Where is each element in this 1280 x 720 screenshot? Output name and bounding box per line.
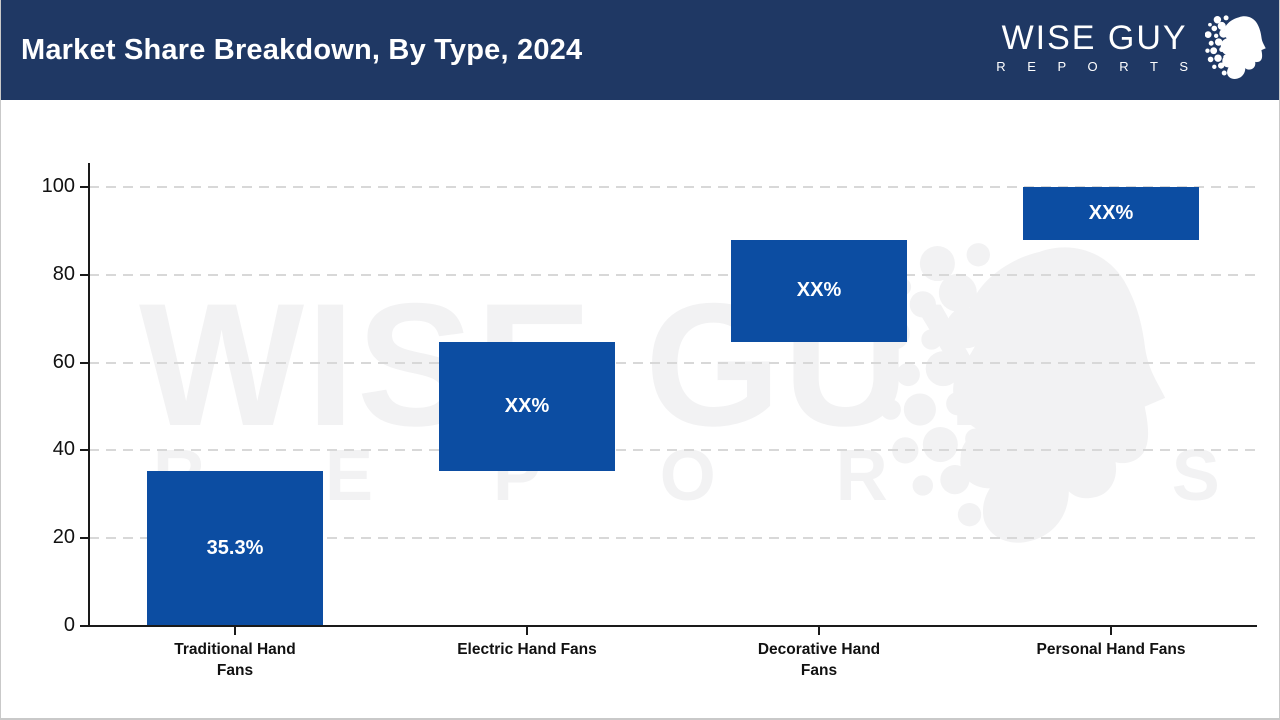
gridline [89,361,1257,364]
y-axis-tick-label: 60 [52,350,75,373]
y-axis-tick-label: 0 [63,614,75,636]
header-bar: Market Share Breakdown, By Type, 2024 WI… [1,0,1279,100]
bar-segment: XX% [439,341,615,472]
logo-wordmark: WISE GUY [1001,18,1188,57]
y-axis-tick [80,186,88,188]
x-axis-category-label: Personal Hand Fans [1036,641,1186,658]
logo-head-icon [1205,15,1266,80]
x-axis-category-label: Electric Hand Fans [457,641,597,658]
y-axis-tick [80,449,88,452]
y-axis-tick-label: 100 [41,175,75,197]
gridline [89,273,1257,276]
brand-logo: WISE GUY R E P O R T S [992,6,1267,88]
bar-value-label: XX% [796,279,842,302]
y-axis-tick-label: 80 [52,262,75,285]
bar-segment: XX% [1023,187,1199,240]
bar-value-label: 35.3% [206,537,264,559]
x-axis-tick [818,627,820,635]
y-axis-tick [80,361,88,364]
logo-subtitle: R E P O R T S [996,58,1197,74]
y-axis-tick-label: 20 [52,526,75,549]
y-axis-tick [80,537,88,540]
chart-area: WISE GUY R E P O R T S 0 20 40 60 80 100 35.3%… [1,100,1279,718]
gridline [89,537,1257,540]
bar-segment: XX% [731,239,907,342]
bar-value-label: XX% [504,394,550,417]
y-axis-tick-label: 40 [52,438,75,461]
bar-value-label: XX% [1088,201,1134,224]
page-title: Market Share Breakdown, By Type, 2024 [21,33,583,66]
y-axis-tick [80,273,88,276]
x-axis-tick [1110,627,1112,635]
x-axis-tick [234,627,236,635]
bar-segment: 35.3% [147,471,323,626]
gridline [89,449,1257,452]
x-axis-category-label: Traditional Hand Fans [174,641,296,679]
brand-logo-text: WISE GUY R E P O R T S [992,21,1197,74]
x-axis-category-label: Decorative Hand Fans [757,641,881,679]
x-axis-line [83,625,1257,627]
x-axis-tick [526,627,528,635]
gridline [89,186,1257,188]
y-axis-line [88,163,90,627]
